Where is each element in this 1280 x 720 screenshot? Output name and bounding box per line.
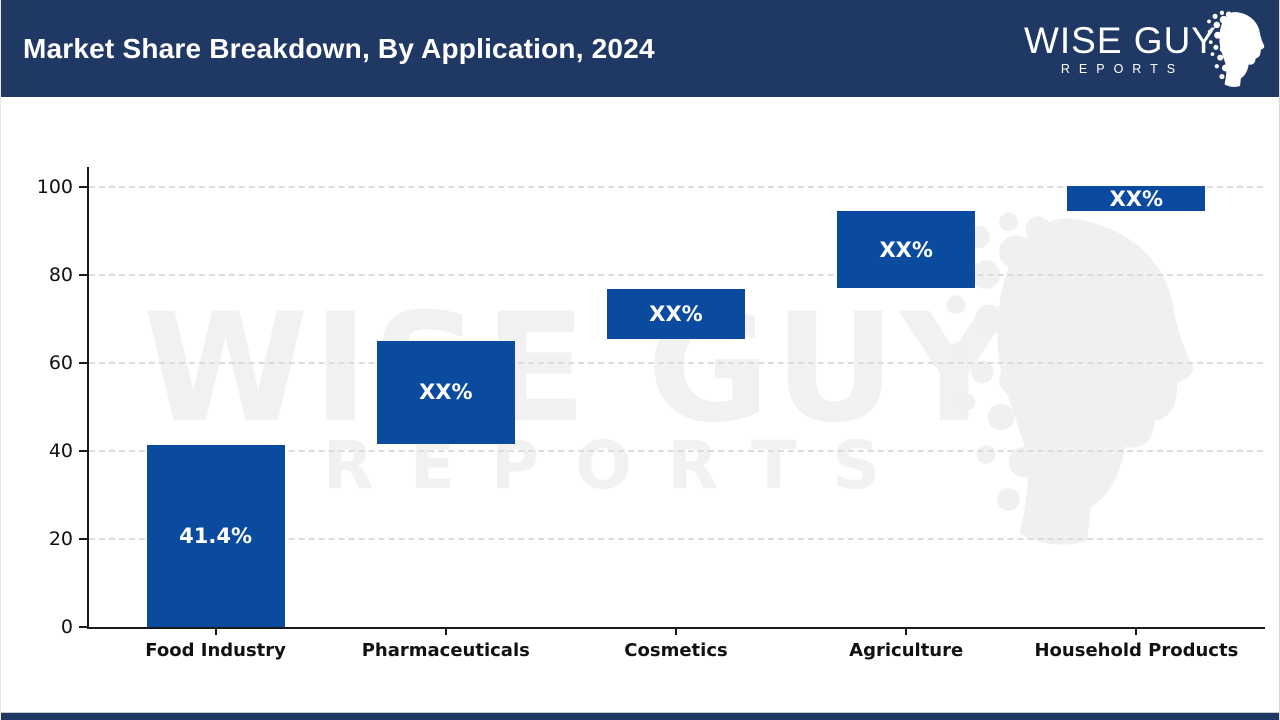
y-axis: 0 20 40 60 80 100: [1, 176, 87, 638]
bar: XX%: [376, 340, 515, 444]
footer-hairline: [1, 712, 1279, 713]
footer-bar: [1, 713, 1279, 720]
y-axis-tick-label: 80: [48, 264, 73, 286]
bar-value-label: XX%: [879, 237, 933, 262]
y-axis-tick-mark: [79, 538, 87, 540]
gridline: [89, 186, 1263, 188]
gridline: [89, 450, 1263, 452]
y-axis-tick-mark: [79, 274, 87, 276]
y-axis-tick-label: 60: [48, 352, 73, 374]
gridline: [89, 274, 1263, 276]
x-axis-tick-mark: [675, 629, 677, 635]
bar-value-label: XX%: [649, 302, 703, 327]
x-axis-tick-mark: [444, 629, 447, 635]
y-axis-tick-label: 0: [60, 616, 73, 638]
x-axis-label: Agriculture: [849, 640, 964, 661]
y-axis-tick-mark: [79, 626, 87, 628]
x-axis-label: Cosmetics: [624, 640, 728, 661]
y-axis-tick-label: 20: [48, 528, 73, 550]
x-axis-tick-mark: [214, 629, 217, 635]
bar: XX%: [1067, 186, 1206, 212]
x-axis-label: Household Products: [1034, 640, 1239, 661]
x-axis-tick-mark: [1135, 629, 1138, 635]
bar: XX%: [607, 289, 745, 340]
x-axis-label: Food Industry: [145, 640, 286, 661]
brand-name: WISE GUY: [1023, 19, 1217, 61]
page-title: Market Share Breakdown, By Application, …: [23, 32, 655, 64]
y-axis-tick-label: 100: [36, 176, 73, 198]
x-axis-tick-mark: [905, 629, 908, 635]
bar: 41.4%: [146, 444, 285, 627]
brand-text: WISE GUY REPORTS: [1024, 22, 1217, 76]
y-axis-tick-label: 40: [48, 440, 73, 462]
y-axis-tick-mark: [79, 186, 87, 188]
x-axis-line: [87, 627, 1265, 629]
watermark-wordmark: WISE GUY: [143, 282, 1013, 456]
gridline: [89, 538, 1263, 540]
bar-value-label: XX%: [1109, 186, 1164, 211]
y-axis-tick-mark: [79, 362, 87, 364]
bar-value-label: 41.4%: [179, 523, 253, 548]
header: Market Share Breakdown, By Application, …: [1, 0, 1279, 97]
gridline: [89, 362, 1263, 364]
x-axis-ticks: [89, 629, 1263, 637]
chart-area: WISE GUY REPORTS 0 20 40 60 80 100 41.4% XX% XX…: [1, 97, 1279, 713]
y-axis-tick-mark: [79, 450, 87, 452]
y-axis-line: [87, 167, 89, 627]
bar: XX%: [837, 211, 976, 289]
x-axis-label: Pharmaceuticals: [361, 640, 530, 661]
x-axis-labels: Food Industry Pharmaceuticals Cosmetics Agr…: [89, 640, 1263, 670]
brand-tagline: REPORTS: [1060, 61, 1185, 76]
plot-area: 41.4% XX% XX% XX% XX%: [89, 186, 1263, 627]
bar-value-label: XX%: [419, 380, 473, 405]
brand-logo: WISE GUY REPORTS: [1024, 9, 1279, 89]
